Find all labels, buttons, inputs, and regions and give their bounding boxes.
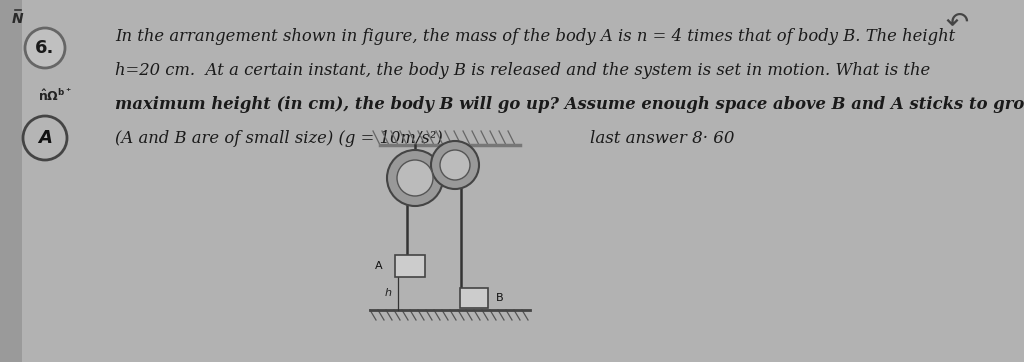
Text: B: B [496, 293, 504, 303]
Text: A: A [376, 261, 383, 271]
Bar [0, 0, 22, 362]
Text: $\mathbf{\hat{n}\Omega^{b^+}}$: $\mathbf{\hat{n}\Omega^{b^+}}$ [38, 88, 72, 104]
Text: N: N [12, 12, 24, 26]
Circle shape [25, 28, 65, 68]
Text: A: A [38, 129, 52, 147]
Text: h: h [384, 289, 391, 299]
Circle shape [397, 160, 433, 196]
Bar [460, 288, 488, 308]
Bar [395, 255, 425, 277]
Circle shape [431, 141, 479, 189]
Text: $\curvearrowleft$: $\curvearrowleft$ [940, 8, 970, 36]
Text: last answer 8· 60: last answer 8· 60 [590, 130, 734, 147]
Text: In the arrangement shown in figure, the mass of the body A is n = 4 times that o: In the arrangement shown in figure, the … [115, 28, 955, 45]
Text: 6.: 6. [35, 39, 54, 57]
Circle shape [23, 116, 67, 160]
Text: h=20 cm.  At a certain instant, the body B is released and the system is set in : h=20 cm. At a certain instant, the body … [115, 62, 930, 79]
Circle shape [387, 150, 443, 206]
Text: (A and B are of small size) (g = 10m/s²): (A and B are of small size) (g = 10m/s²) [115, 130, 442, 147]
Text: maximum height (in cm), the body B will go up? Assume enough space above B and A: maximum height (in cm), the body B will … [115, 96, 1024, 113]
Circle shape [440, 150, 470, 180]
